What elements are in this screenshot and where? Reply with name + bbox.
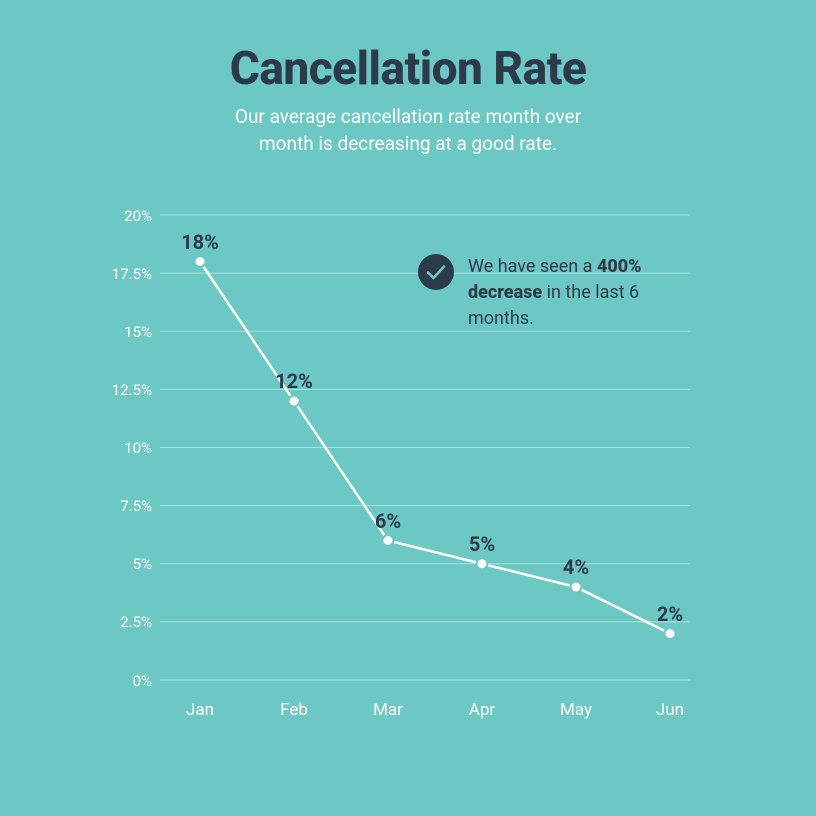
data-point-label: 5%	[452, 532, 512, 556]
check-svg	[418, 254, 454, 290]
data-point-label: 2%	[640, 602, 700, 626]
y-tick-label: 5%	[102, 555, 152, 573]
y-tick-label: 12.5%	[102, 381, 152, 399]
data-point-label: 6%	[358, 509, 418, 533]
data-point	[289, 396, 300, 407]
check-icon	[418, 254, 454, 290]
x-tick-label: Jan	[170, 700, 230, 720]
data-point-label: 12%	[264, 369, 324, 393]
insight-text: We have seen a 400% decrease in the last…	[468, 254, 688, 332]
chart-canvas: Cancellation Rate Our average cancellati…	[0, 0, 816, 816]
x-tick-label: Apr	[452, 700, 512, 720]
y-tick-label: 2.5%	[102, 613, 152, 631]
data-point	[195, 256, 206, 267]
x-tick-label: Jun	[640, 700, 700, 720]
x-tick-label: May	[546, 700, 606, 720]
y-tick-label: 17.5%	[102, 265, 152, 283]
data-point	[665, 628, 676, 639]
y-tick-label: 20%	[102, 207, 152, 225]
data-point-label: 18%	[170, 230, 230, 254]
y-tick-label: 0%	[102, 672, 152, 690]
insight-callout: We have seen a 400% decrease in the last…	[418, 254, 688, 332]
line-chart	[0, 0, 816, 816]
data-point-label: 4%	[546, 555, 606, 579]
x-tick-label: Mar	[358, 700, 418, 720]
y-tick-label: 15%	[102, 323, 152, 341]
data-point	[571, 582, 582, 593]
chart-svg	[0, 0, 816, 816]
data-point	[477, 558, 488, 569]
y-tick-label: 7.5%	[102, 497, 152, 515]
x-tick-label: Feb	[264, 700, 324, 720]
insight-text-pre: We have seen a	[468, 256, 597, 277]
data-point	[383, 535, 394, 546]
y-tick-label: 10%	[102, 439, 152, 457]
